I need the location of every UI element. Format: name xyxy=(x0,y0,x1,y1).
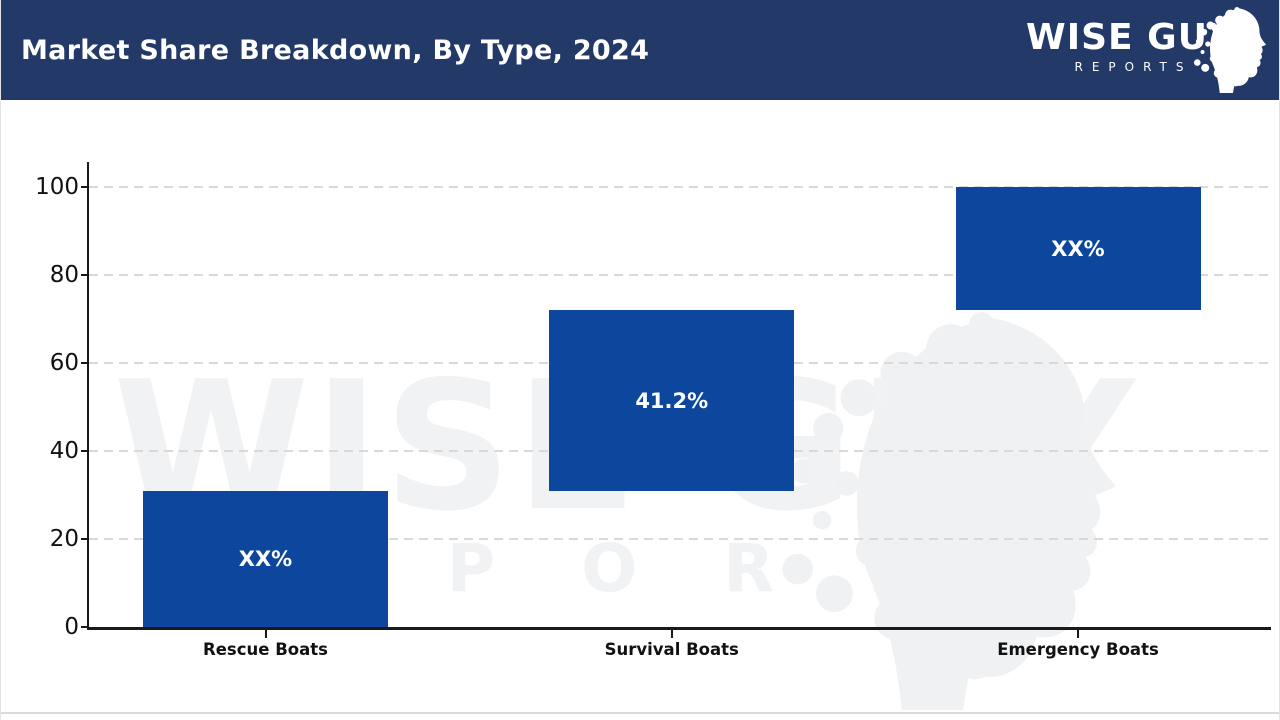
face-dot xyxy=(1209,55,1217,62)
face-dot xyxy=(1227,36,1237,47)
y-tick-label: 80 xyxy=(49,262,79,288)
face-dot xyxy=(1193,59,1201,66)
face-dot xyxy=(1200,28,1208,36)
face-dot xyxy=(1200,50,1205,54)
gridline xyxy=(89,186,1271,188)
logo-subtitle: REPORTS xyxy=(1074,60,1193,74)
y-tick-label: 40 xyxy=(49,438,79,464)
face-dot xyxy=(1215,15,1225,25)
x-axis-spine xyxy=(87,627,1271,630)
x-axis-category-label: Rescue Boats xyxy=(203,640,328,659)
bottom-divider xyxy=(1,712,1279,714)
x-tick-mark xyxy=(670,630,673,638)
bars-layer: XX% 41.2% XX% xyxy=(1,100,1279,720)
y-tick-mark xyxy=(81,274,89,276)
face-dot xyxy=(1240,15,1247,23)
face-dot xyxy=(1236,65,1243,71)
face-dot xyxy=(1201,63,1210,72)
bar: 41.2% xyxy=(549,310,795,492)
face-dot xyxy=(1195,38,1202,45)
y-tick-mark xyxy=(81,362,89,364)
face-dot xyxy=(1236,30,1243,37)
face-dot xyxy=(1225,9,1236,21)
x-axis-category-label: Survival Boats xyxy=(604,640,739,659)
face-dot xyxy=(1211,34,1220,43)
logo-wordmark: WISE GUY xyxy=(1025,17,1235,58)
bar: XX% xyxy=(955,187,1201,311)
y-tick-label: 60 xyxy=(49,350,79,376)
y-tick-label: 20 xyxy=(49,526,79,552)
header-bar: Market Share Breakdown, By Type, 2024 WI… xyxy=(1,0,1279,100)
face-dot xyxy=(1230,20,1239,29)
face-dot xyxy=(1222,57,1233,68)
gridline xyxy=(89,274,1271,276)
y-tick-mark xyxy=(81,538,89,540)
y-tick-mark xyxy=(81,626,89,628)
page-title: Market Share Breakdown, By Type, 2024 xyxy=(21,34,650,66)
chart-area: WISE GUY REPORTS XX% 41.2% XX% 0 20 40 60 80 10… xyxy=(1,100,1279,720)
wise-guy-logo: WISE GUY REPORTS xyxy=(1025,17,1235,75)
bar-value-label: 41.2% xyxy=(635,388,709,413)
x-tick-mark xyxy=(264,630,267,638)
bar: XX% xyxy=(143,491,388,627)
y-tick-mark xyxy=(81,186,89,188)
bar-value-label: XX% xyxy=(1051,236,1105,261)
dotted-face-logo-icon xyxy=(1193,7,1267,93)
face-dot xyxy=(1231,78,1240,87)
face-dot xyxy=(1234,7,1240,13)
y-tick-label: 100 xyxy=(35,174,79,200)
face-dot xyxy=(1221,85,1227,91)
bar-value-label: XX% xyxy=(238,547,293,572)
face-dot xyxy=(1233,50,1241,59)
axis-labels-layer: 0 20 40 60 80 100 Rescue Boats Survival Boats Em… xyxy=(1,100,1279,720)
y-tick-mark xyxy=(81,450,89,452)
face-dot xyxy=(1216,44,1229,57)
axes-layer xyxy=(1,100,1279,720)
y-tick-label: 0 xyxy=(64,614,79,640)
y-axis-spine xyxy=(87,162,89,630)
face-dot xyxy=(1213,68,1224,78)
face-dot xyxy=(1206,21,1215,30)
gridline xyxy=(89,538,1271,540)
face-dot xyxy=(1221,27,1229,35)
face-dot xyxy=(1205,41,1211,47)
face-dot xyxy=(1225,73,1233,81)
x-axis-category-label: Emergency Boats xyxy=(997,640,1159,659)
face-dot xyxy=(1238,42,1246,49)
